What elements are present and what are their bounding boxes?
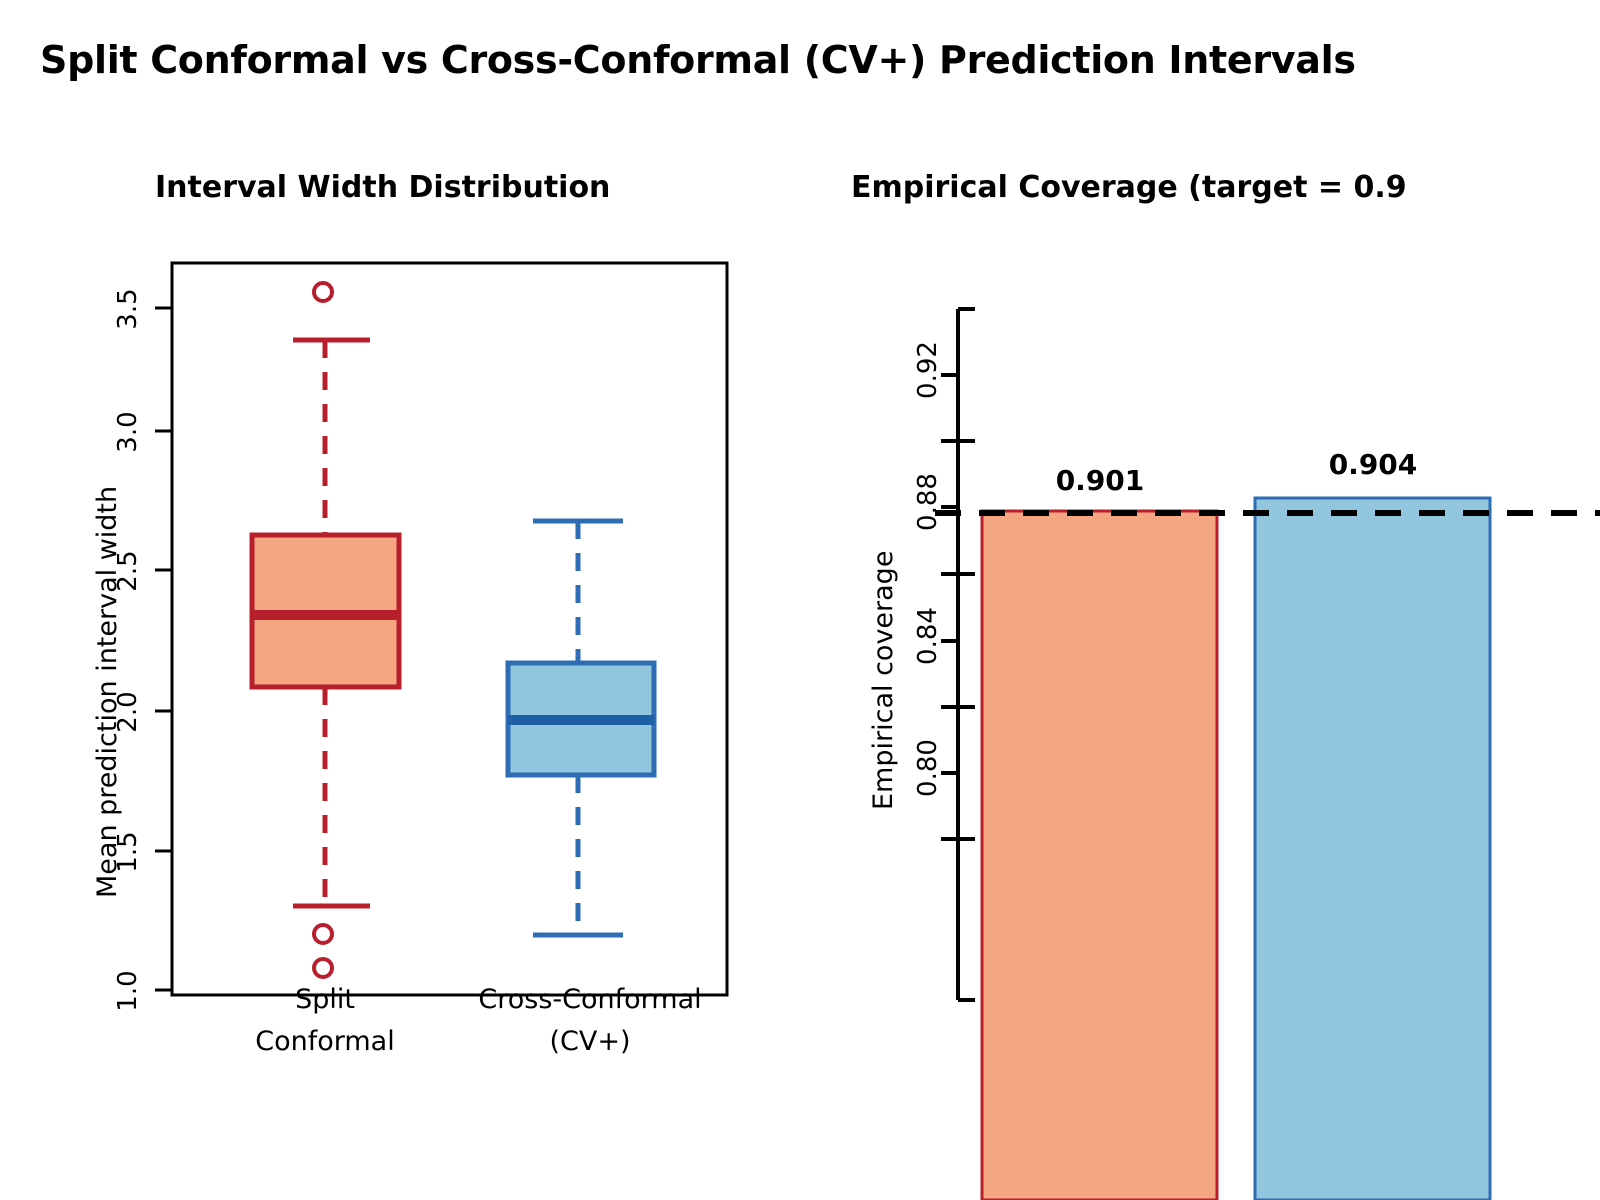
left-panel-title: Interval Width Distribution — [155, 170, 611, 205]
right-ytick-0.80: 0.80 — [913, 739, 943, 797]
left-ytick-1.5: 1.5 — [113, 831, 143, 873]
bar-value-cv: 0.904 — [1328, 448, 1418, 481]
left-ytick-1.0: 1.0 — [113, 970, 143, 1012]
split-outlier-high — [312, 281, 334, 303]
left-xlabel-cv-line1: Cross-Conformal — [478, 984, 702, 1015]
left-ytick-3.0: 3.0 — [113, 411, 143, 453]
right-ytick-0.92: 0.92 — [913, 341, 943, 399]
left-xlabel-cv-line2: (CV+) — [549, 1026, 631, 1057]
bar-label-split: Split — [1070, 1028, 1130, 1059]
cv-box — [505, 660, 657, 778]
split-outlier-low-2 — [312, 957, 334, 979]
left-ytick-3.5: 3.5 — [113, 288, 143, 330]
bar-split — [980, 509, 1219, 1200]
split-outlier-low-1 — [312, 923, 334, 945]
right-y-axis-title: Empirical coverage — [868, 550, 899, 810]
boxplot-split-conformal — [249, 281, 402, 979]
right-ytick-0.88: 0.88 — [913, 473, 943, 531]
bar-value-split: 0.901 — [1055, 464, 1145, 497]
left-plot-frame — [170, 261, 729, 997]
boxplot-cross-conformal — [505, 518, 657, 938]
left-ytick-2.0: 2.0 — [113, 691, 143, 733]
left-xlabel-split-line1: Split — [295, 984, 355, 1015]
right-panel-title: Empirical Coverage (target = 0.9 — [851, 170, 1407, 205]
left-xlabel-split-line2: Conformal — [255, 1026, 395, 1057]
bar-cv — [1253, 496, 1492, 1200]
split-box — [249, 532, 402, 690]
left-y-ticks — [155, 306, 172, 992]
bar-label-cv: CV+ — [1343, 1028, 1403, 1059]
right-ytick-0.84: 0.84 — [913, 607, 943, 665]
left-ytick-2.5: 2.5 — [113, 550, 143, 592]
right-y-ticks — [941, 373, 975, 841]
figure-title: Split Conformal vs Cross-Conformal (CV+)… — [40, 38, 1356, 82]
